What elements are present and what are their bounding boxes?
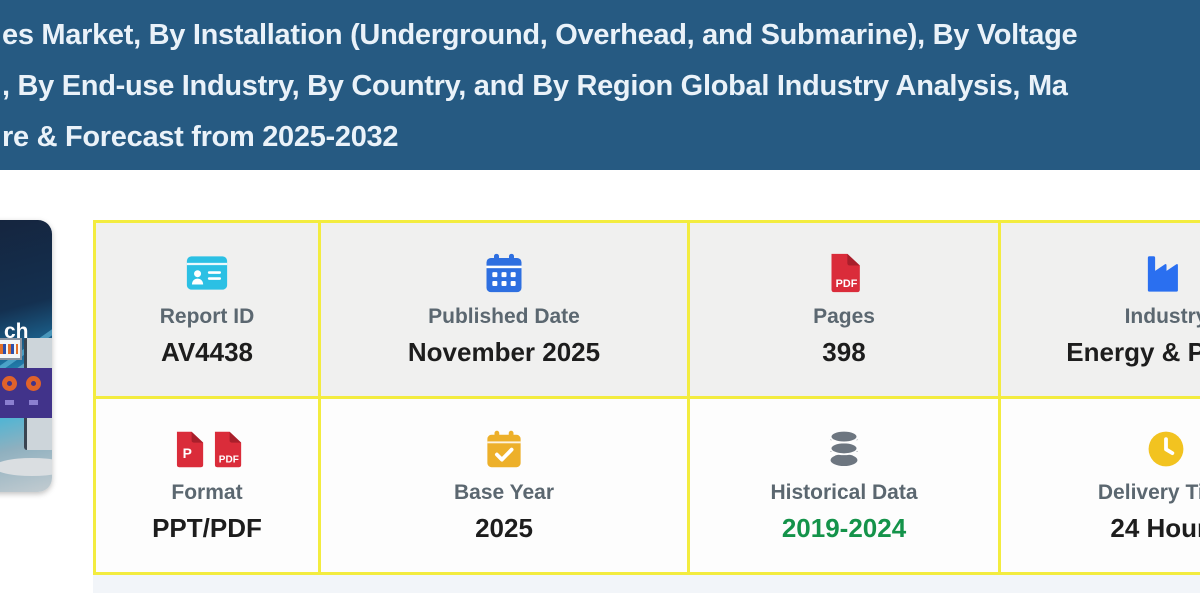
delivery-time-cell: Delivery Time 24 Hours bbox=[1001, 399, 1200, 572]
page-header: es Market, By Installation (Underground,… bbox=[0, 0, 1200, 170]
report-cover-thumbnail: ch bbox=[0, 220, 52, 492]
report-title: es Market, By Installation (Underground,… bbox=[0, 0, 1200, 163]
report-id-cell: Report ID AV4438 bbox=[96, 223, 318, 396]
format-value: PPT/PDF bbox=[152, 513, 262, 543]
cover-tick-graphic bbox=[5, 400, 14, 405]
industry-label: Industry bbox=[1124, 305, 1200, 328]
report-title-line-1: es Market, By Installation (Underground,… bbox=[2, 19, 1078, 51]
report-id-value: AV4438 bbox=[160, 337, 254, 367]
report-info-grid: Report ID AV4438 bbox=[93, 220, 1200, 575]
calendar-check-icon bbox=[486, 427, 522, 471]
file-ppt-icon: P bbox=[176, 431, 203, 467]
cover-ring-icon bbox=[26, 376, 41, 391]
delivery-time-label: Delivery Time bbox=[1097, 481, 1200, 504]
clock-icon bbox=[1147, 427, 1185, 471]
svg-text:PDF: PDF bbox=[218, 454, 238, 465]
section-divider-band bbox=[93, 575, 1200, 593]
pages-value: 398 bbox=[822, 337, 866, 367]
published-date-label: Published Date bbox=[428, 305, 580, 328]
cover-floor-shadow bbox=[0, 458, 52, 476]
format-cell: P PDF Format PPT/PDF bbox=[96, 399, 318, 572]
cover-text: ch bbox=[4, 320, 29, 343]
pages-cell: PDF Pages 398 bbox=[690, 223, 998, 396]
historical-data-cell: Historical Data 2019-2024 bbox=[690, 399, 998, 572]
file-ppt-pdf-icons: P PDF bbox=[173, 427, 242, 471]
file-pdf-icon: PDF bbox=[827, 251, 861, 295]
svg-text:PDF: PDF bbox=[836, 278, 858, 290]
published-date-cell: Published Date November 2025 bbox=[321, 223, 687, 396]
svg-text:P: P bbox=[182, 444, 191, 460]
cover-tick-graphic bbox=[29, 400, 38, 405]
report-title-line-2: , By End-use Industry, By Country, and B… bbox=[2, 70, 1068, 102]
id-card-icon bbox=[186, 251, 228, 295]
database-icon bbox=[826, 427, 862, 471]
industry-value: Energy & Power bbox=[1066, 337, 1200, 367]
base-year-label: Base Year bbox=[453, 481, 555, 504]
report-id-label: Report ID bbox=[159, 305, 255, 328]
delivery-time-value: 24 Hours bbox=[1110, 513, 1200, 543]
base-year-value: 2025 bbox=[475, 513, 533, 543]
historical-data-value: 2019-2024 bbox=[781, 513, 907, 543]
cover-ring-icon bbox=[2, 376, 17, 391]
published-date-value: November 2025 bbox=[407, 337, 601, 367]
cover-chart-graphic bbox=[0, 344, 18, 354]
report-title-line-3: re & Forecast from 2025-2032 bbox=[2, 121, 399, 153]
industry-cell: Industry Energy & Power bbox=[1001, 223, 1200, 396]
factory-icon bbox=[1145, 251, 1187, 295]
file-pdf-icon: PDF bbox=[214, 431, 241, 467]
historical-data-label: Historical Data bbox=[770, 481, 918, 504]
calendar-days-icon bbox=[485, 251, 523, 295]
format-label: Format bbox=[171, 481, 243, 504]
pages-label: Pages bbox=[813, 305, 875, 328]
base-year-cell: Base Year 2025 bbox=[321, 399, 687, 572]
